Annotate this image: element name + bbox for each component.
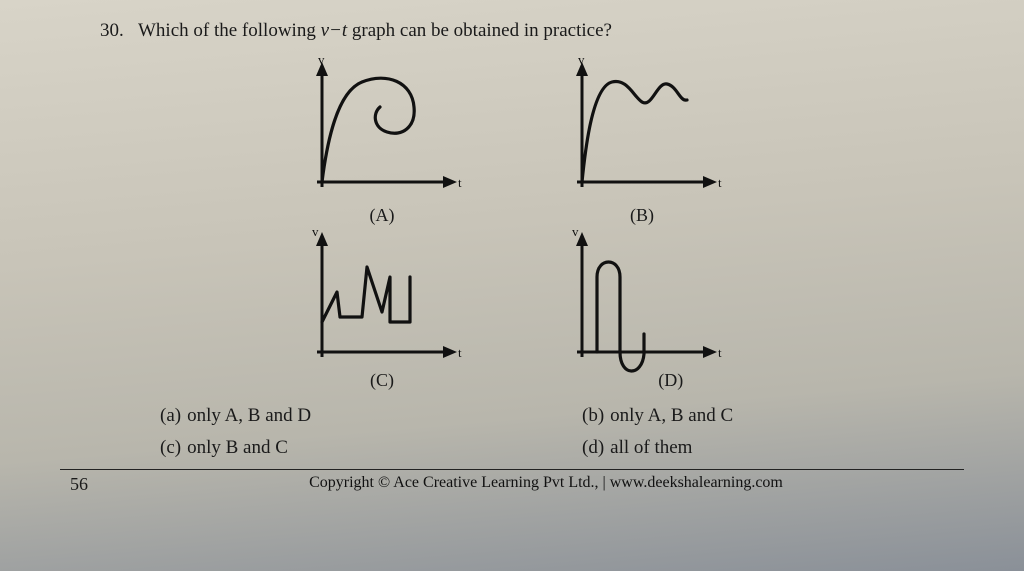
copyright-text: Copyright © Ace Creative Learning Pvt Lt…: [128, 474, 964, 492]
option-d: (d) all of them: [582, 437, 964, 459]
option-c: (c) only B and C: [160, 437, 542, 459]
option-a-text: only A, B and D: [187, 405, 311, 427]
option-d-letter: (d): [582, 437, 604, 459]
graphs-row-2: v t (C) v t (D): [60, 222, 964, 387]
graph-D: v t (D): [552, 222, 732, 387]
graph-C-ylabel: v: [312, 224, 319, 239]
graph-C-curve: [322, 267, 410, 322]
graph-A-svg: v t: [292, 52, 472, 222]
graph-A-ylabel: v: [318, 52, 325, 67]
graph-D-ylabel: v: [572, 224, 579, 239]
footer: 56 Copyright © Ace Creative Learning Pvt…: [60, 474, 964, 495]
option-a-letter: (a): [160, 405, 181, 427]
graph-D-label: (D): [658, 370, 683, 391]
graph-B-ylabel: v: [578, 52, 585, 67]
question-text-post: graph can be obtained in practice?: [347, 20, 612, 41]
graph-D-svg: v t: [552, 222, 732, 387]
option-a: (a) only A, B and D: [160, 405, 542, 427]
option-c-letter: (c): [160, 437, 181, 459]
graph-C: v t (C): [292, 222, 472, 387]
graphs-row-1: v t (A) v t (B): [60, 52, 964, 222]
question-text: Which of the following v−t graph can be …: [138, 20, 612, 42]
graph-A-curve: [322, 78, 414, 182]
option-c-text: only B and C: [187, 437, 288, 459]
graph-D-xlabel: t: [718, 345, 722, 360]
question-text-pre: Which of the following: [138, 20, 321, 41]
graph-A-xlabel: t: [458, 175, 462, 190]
option-b-letter: (b): [582, 405, 604, 427]
graph-B-xlabel: t: [718, 175, 722, 190]
graph-B-curve: [582, 81, 687, 182]
page-number: 56: [70, 474, 88, 495]
question-number: 30.: [100, 20, 130, 42]
graph-D-curve: [597, 262, 644, 371]
graph-B: v t (B): [552, 52, 732, 222]
option-b: (b) only A, B and C: [582, 405, 964, 427]
graph-C-xlabel: t: [458, 345, 462, 360]
page: 30. Which of the following v−t graph can…: [0, 0, 1024, 571]
graph-A: v t (A): [292, 52, 472, 222]
question-variable: v−t: [321, 20, 348, 41]
graph-C-svg: v t: [292, 222, 472, 387]
graph-B-svg: v t: [552, 52, 732, 222]
horizontal-rule: [60, 469, 964, 470]
option-b-text: only A, B and C: [610, 405, 733, 427]
options: (a) only A, B and D (b) only A, B and C …: [160, 405, 964, 459]
question-line: 30. Which of the following v−t graph can…: [100, 20, 964, 42]
option-d-text: all of them: [610, 437, 692, 459]
graph-C-label: (C): [370, 370, 394, 391]
